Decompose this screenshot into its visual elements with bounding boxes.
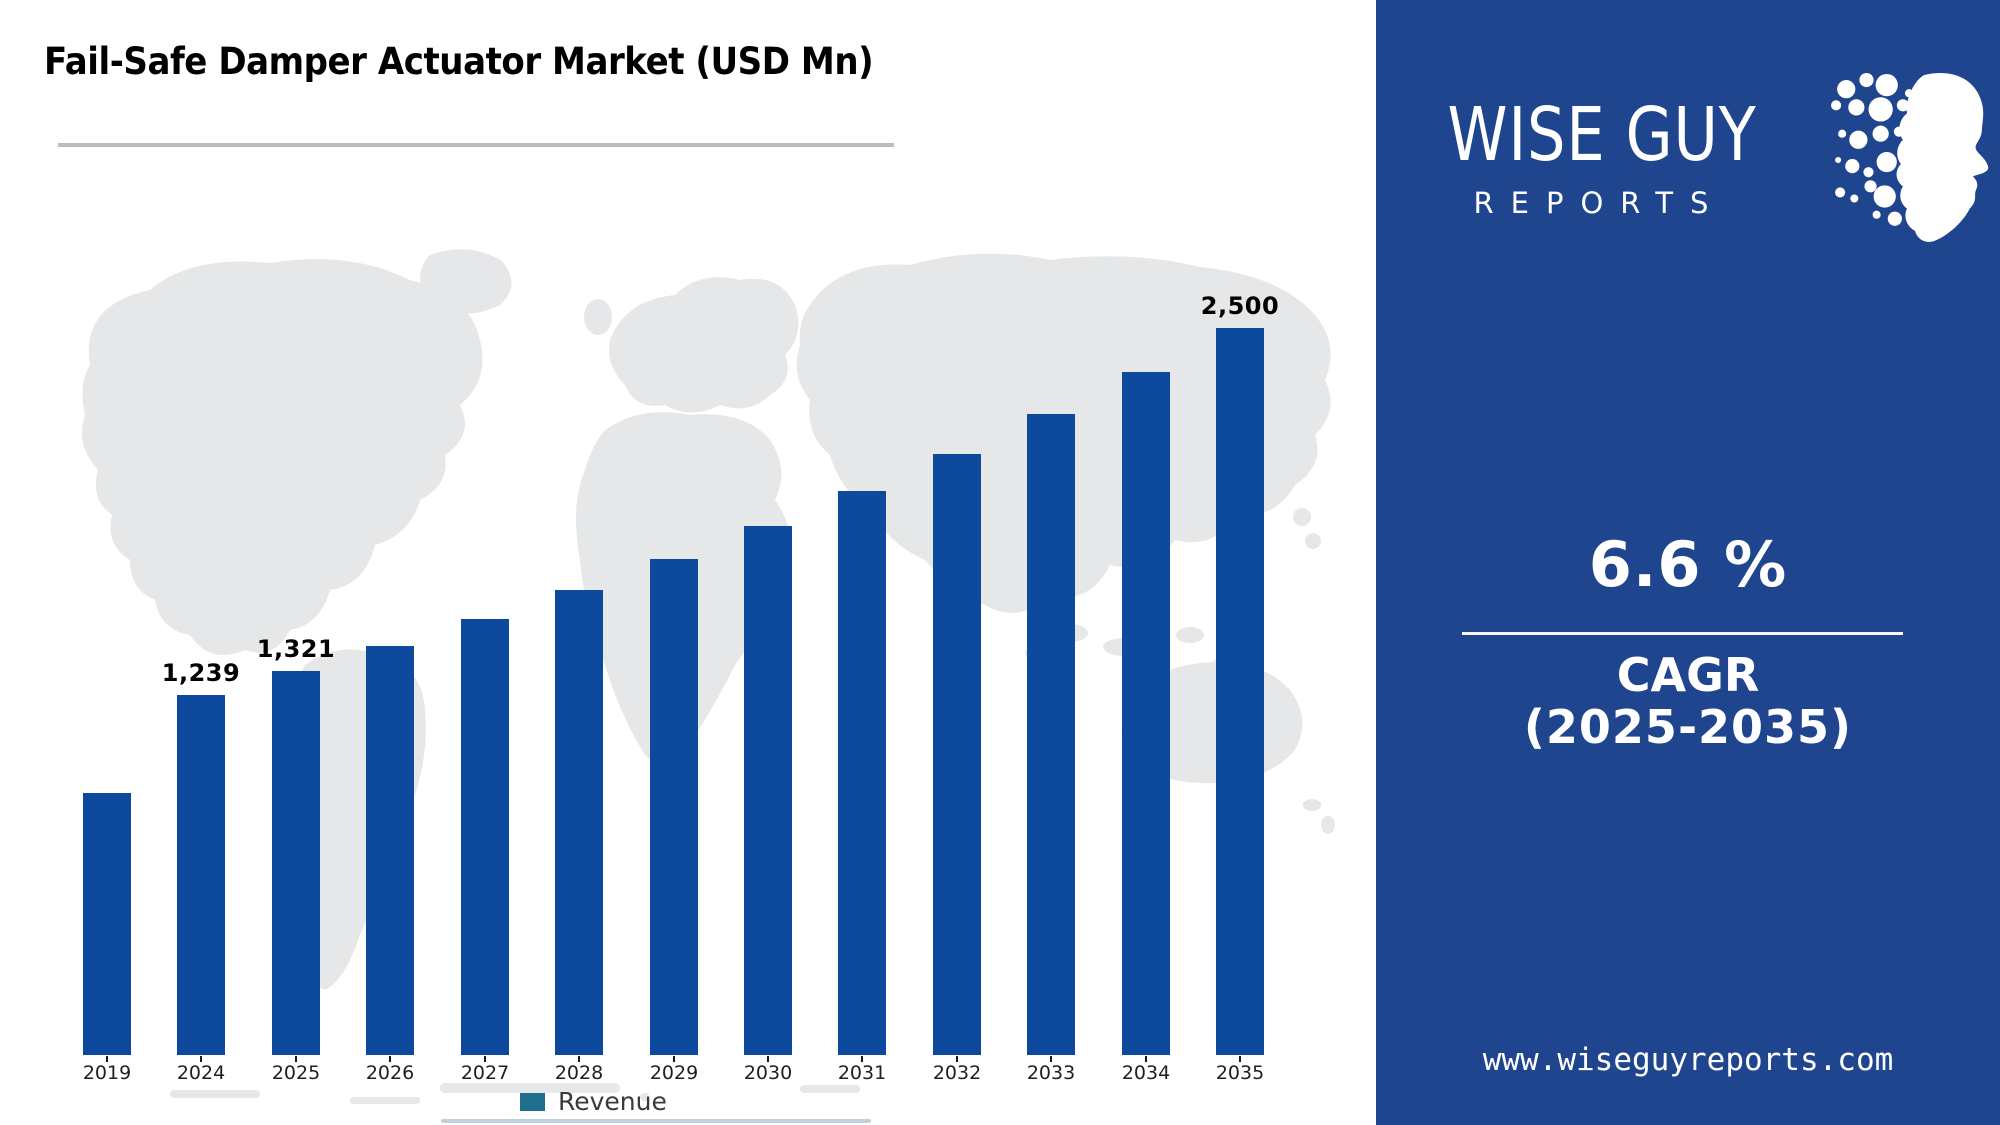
x-tick-2027 (484, 1056, 486, 1062)
legend-label: Revenue (558, 1087, 667, 1116)
title-underline (58, 143, 894, 147)
x-label-2032: 2032 (932, 1062, 982, 1084)
chart-legend: Revenue (520, 1087, 667, 1116)
page-title: Fail-Safe Damper Actuator Market (USD Mn… (44, 40, 874, 83)
bar-2033 (1027, 414, 1075, 1055)
x-tick-2025 (295, 1056, 297, 1062)
bar-2027 (461, 619, 509, 1055)
bar-2024 (177, 695, 225, 1055)
bar-2031 (838, 491, 886, 1055)
bar-2019 (83, 793, 131, 1055)
brand-logo: WISE GUY REPORTS (1376, 58, 2000, 268)
x-tick-2026 (389, 1056, 391, 1062)
x-label-2019: 2019 (82, 1062, 132, 1084)
x-tick-2029 (673, 1056, 675, 1062)
cagr-divider (1462, 632, 1903, 635)
legend-color-swatch (520, 1092, 545, 1111)
x-label-2033: 2033 (1026, 1062, 1076, 1084)
value-label-2024: 1,239 (161, 659, 241, 687)
bar-chart: 2019 2024 1,239 2025 1,321 2026 2027 2028 2029 20… (82, 292, 1280, 1084)
brand-name: WISE GUY (1447, 92, 1757, 178)
x-label-2034: 2034 (1121, 1062, 1171, 1084)
x-tick-2019 (106, 1056, 108, 1062)
brand-logo-text: WISE GUY REPORTS (1416, 98, 1766, 220)
x-label-2030: 2030 (743, 1062, 793, 1084)
website-url: www.wiseguyreports.com (1482, 1042, 1894, 1078)
cagr-label: CAGR (1616, 648, 1760, 702)
bar-2029 (650, 559, 698, 1055)
x-label-2035: 2035 (1215, 1062, 1265, 1084)
cagr-period: (2025-2035) (1523, 700, 1853, 754)
legend-background-shape (648, 1083, 800, 1114)
brand-panel: WISE GUY REPORTS (1376, 0, 2000, 1125)
x-tick-2034 (1145, 1056, 1147, 1062)
x-tick-2028 (578, 1056, 580, 1062)
x-tick-2033 (1050, 1056, 1052, 1062)
brand-subtitle: REPORTS (1473, 186, 1726, 220)
bar-2028 (555, 590, 603, 1055)
x-label-2029: 2029 (649, 1062, 699, 1084)
x-label-2026: 2026 (365, 1062, 415, 1084)
value-label-2025: 1,321 (256, 635, 336, 663)
bar-2035 (1216, 328, 1264, 1055)
x-label-2028: 2028 (554, 1062, 604, 1084)
cagr-value: 6.6 % (1588, 528, 1788, 601)
bottom-divider-line (441, 1119, 871, 1123)
x-tick-2024 (200, 1056, 202, 1062)
x-label-2031: 2031 (837, 1062, 887, 1084)
chart-section: Fail-Safe Damper Actuator Market (USD Mn… (44, 40, 1335, 1123)
x-label-2025: 2025 (271, 1062, 321, 1084)
bar-2025 (272, 671, 320, 1055)
x-tick-2032 (956, 1056, 958, 1062)
bar-2034 (1122, 372, 1170, 1055)
x-label-2024: 2024 (176, 1062, 226, 1084)
x-tick-2035 (1239, 1056, 1241, 1062)
x-label-2027: 2027 (460, 1062, 510, 1084)
bar-2026 (366, 646, 414, 1055)
bar-2032 (933, 454, 981, 1055)
x-tick-2030 (767, 1056, 769, 1062)
value-label-2035: 2,500 (1200, 292, 1280, 320)
bar-2030 (744, 526, 792, 1055)
x-tick-2031 (861, 1056, 863, 1062)
brand-head-icon (1831, 72, 1989, 242)
